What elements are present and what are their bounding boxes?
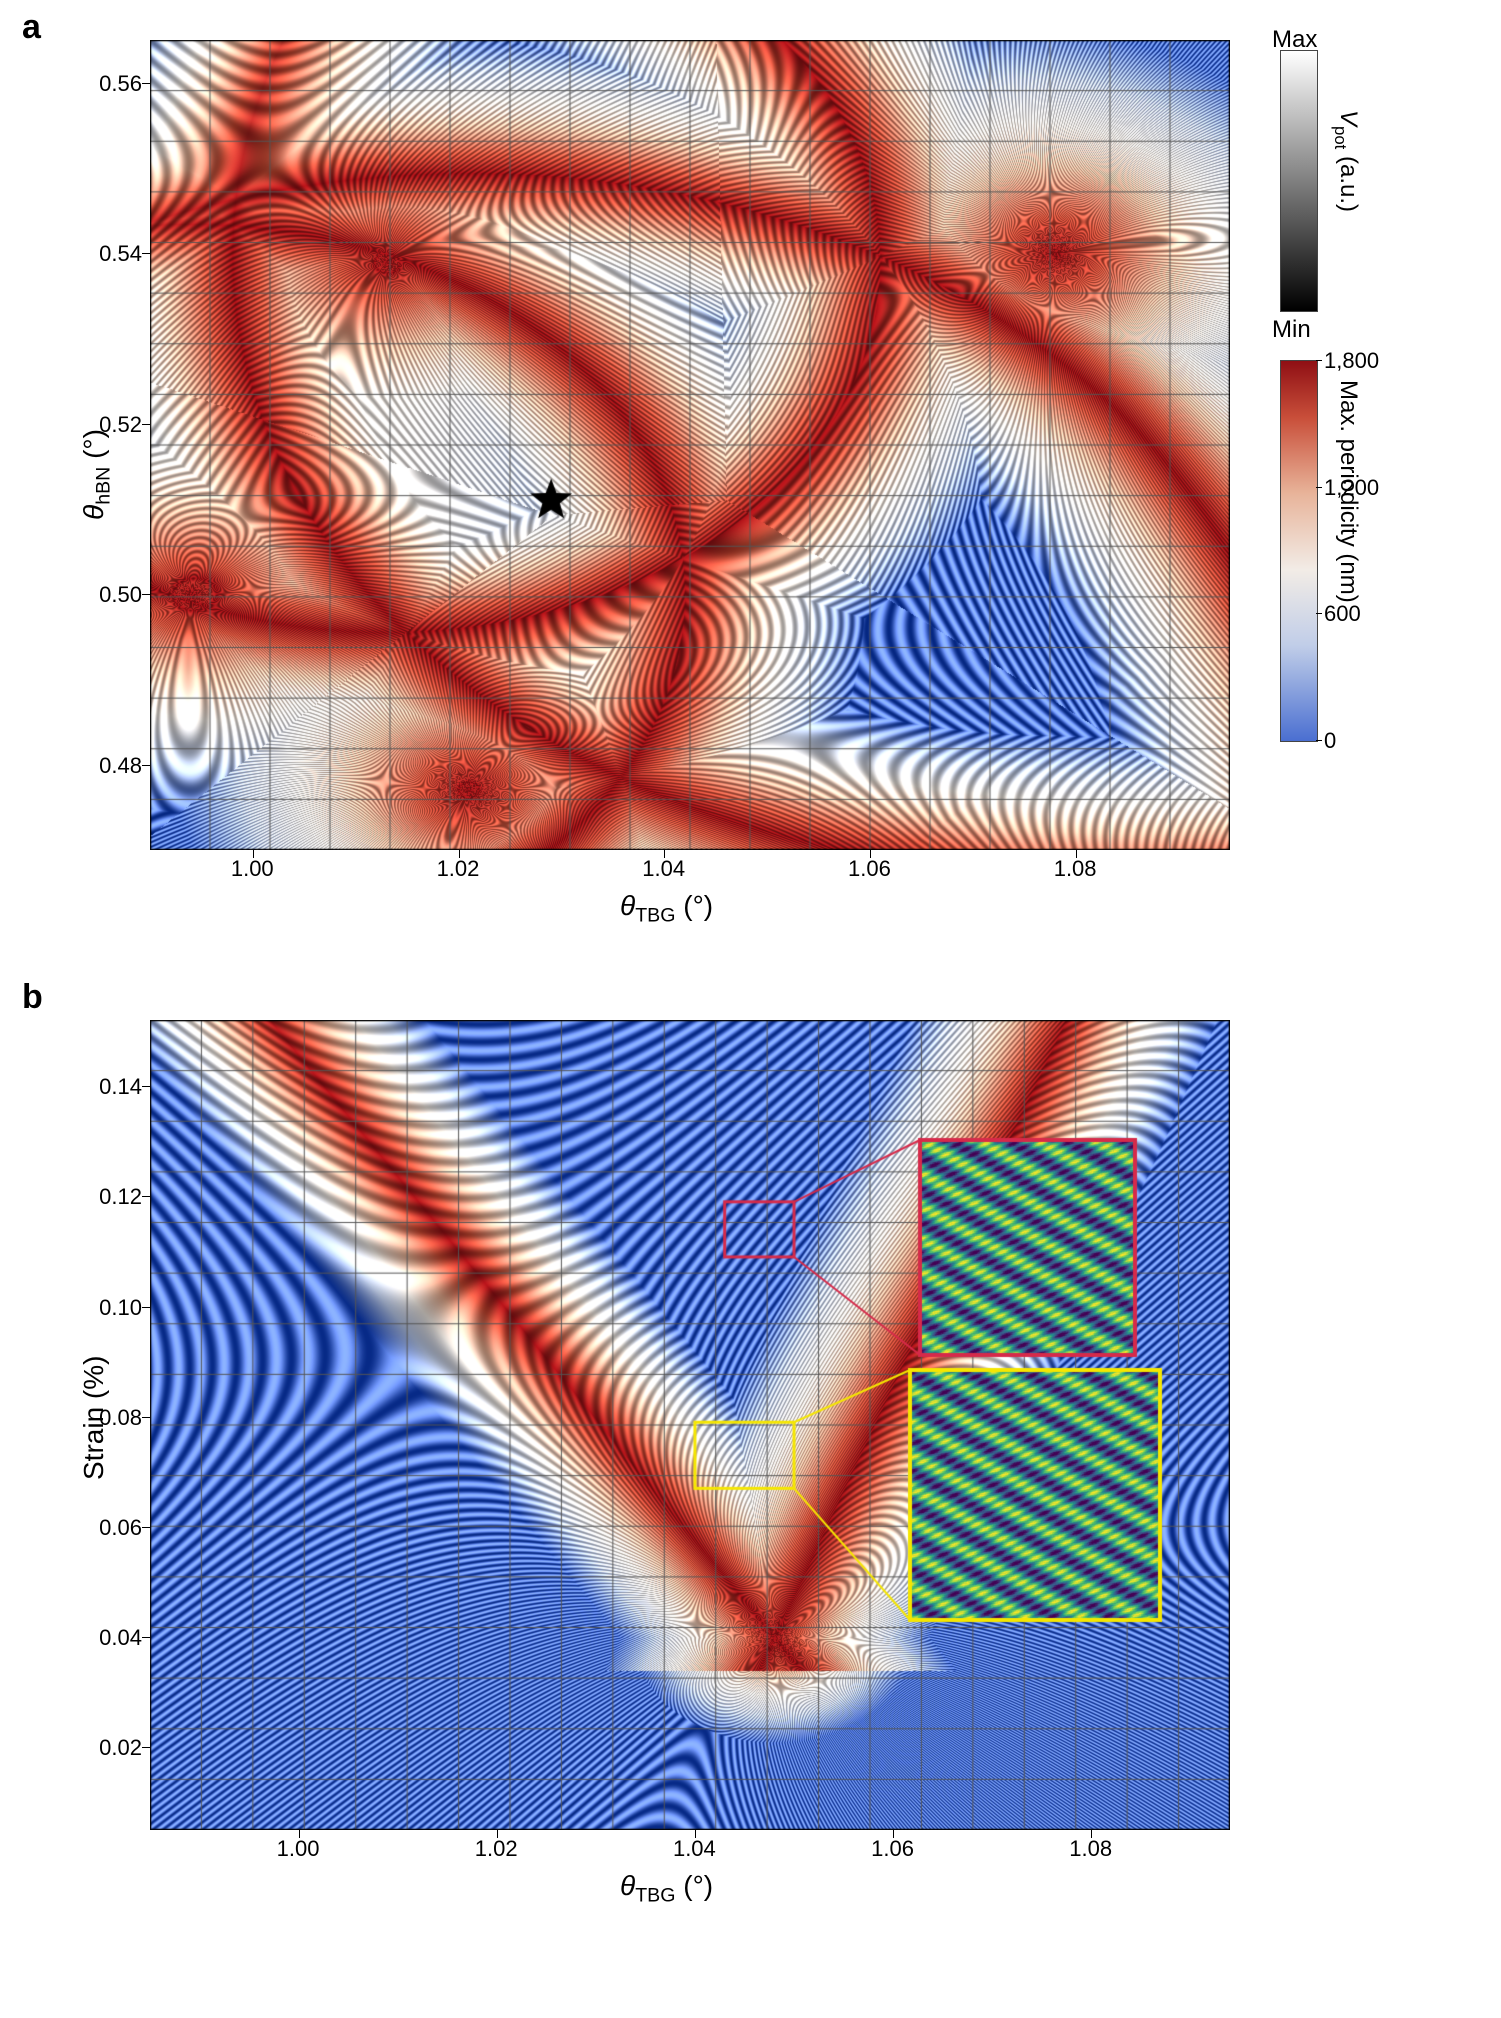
theta-hbn: θhBN (°)	[78, 429, 109, 520]
xtick-mark	[1091, 1830, 1092, 1838]
periodicity-tick-mark	[1316, 360, 1322, 361]
xtick: 1.00	[277, 1836, 320, 1862]
xtick: 1.02	[475, 1836, 518, 1862]
ytick: 0.14	[90, 1074, 142, 1100]
panel-label-b: b	[22, 978, 43, 1017]
ytick: 0.56	[90, 71, 142, 97]
xtick: 1.02	[437, 856, 480, 882]
ytick: 0.02	[90, 1735, 142, 1761]
ylabel-a: θhBN (°)	[78, 429, 116, 520]
xtick: 1.00	[231, 856, 274, 882]
vpot-colorbar	[1280, 50, 1318, 312]
ytick-mark	[142, 1637, 150, 1638]
ytick: 0.48	[90, 753, 142, 779]
xtick-mark	[253, 850, 254, 858]
xlabel-b: θTBG (°)	[620, 1870, 713, 1908]
xtick: 1.06	[871, 1836, 914, 1862]
periodicity-tick-mark	[1316, 613, 1322, 614]
xtick: 1.04	[642, 856, 685, 882]
xtick: 1.06	[848, 856, 891, 882]
plot-b	[150, 1020, 1230, 1830]
vpot-max-label: Max	[1272, 26, 1317, 54]
periodicity-tick-mark	[1316, 740, 1322, 741]
xtick: 1.04	[673, 1836, 716, 1862]
plot-a	[150, 40, 1230, 850]
ytick-mark	[142, 1086, 150, 1087]
periodicity-tick: 0	[1324, 728, 1336, 754]
ytick: 0.10	[90, 1295, 142, 1321]
ytick-mark	[142, 1307, 150, 1308]
periodicity-colorbar	[1280, 360, 1318, 742]
periodicity-tick-mark	[1316, 487, 1322, 488]
ytick: 0.50	[90, 582, 142, 608]
plot-a-canvas	[150, 40, 1230, 850]
vpot-min-label: Min	[1272, 316, 1311, 344]
ytick-mark	[142, 1747, 150, 1748]
ytick: 0.54	[90, 241, 142, 267]
ytick-mark	[142, 1417, 150, 1418]
ytick-mark	[142, 1196, 150, 1197]
periodicity-tick: 1,800	[1324, 348, 1379, 374]
ytick: 0.06	[90, 1515, 142, 1541]
ytick-mark	[142, 594, 150, 595]
xlabel-a: θTBG (°)	[620, 890, 713, 928]
ytick-mark	[142, 253, 150, 254]
xtick-mark	[870, 850, 871, 858]
plot-b-overlay	[150, 1020, 1230, 1830]
xtick-mark	[893, 1830, 894, 1838]
ytick-mark	[142, 424, 150, 425]
theta-tbg-b: θTBG (°)	[620, 1870, 713, 1901]
ytick-mark	[142, 765, 150, 766]
vpot-title: Vpot (a.u.)	[1330, 110, 1362, 212]
ytick-mark	[142, 1527, 150, 1528]
xtick-mark	[695, 1830, 696, 1838]
xtick: 1.08	[1054, 856, 1097, 882]
figure: a θhBN (°) θTBG (°) 1.00 1.02 1.04 1.06 1.08…	[0, 0, 1501, 2018]
vpot-title-text: Vpot (a.u.)	[1335, 110, 1362, 212]
ytick: 0.52	[90, 412, 142, 438]
ytick-mark	[142, 83, 150, 84]
periodicity-title: Max. periodicity (nm)	[1334, 380, 1362, 603]
ytick: 0.12	[90, 1184, 142, 1210]
xtick-mark	[497, 1830, 498, 1838]
panel-b-row: Strain (%) θTBG (°) 1.001.021.041.061.08…	[60, 1000, 1460, 1980]
xtick-mark	[664, 850, 665, 858]
panel-label-a: a	[22, 8, 41, 47]
theta-tbg: θTBG (°)	[620, 890, 713, 921]
xtick-mark	[1076, 850, 1077, 858]
xtick-mark	[299, 1830, 300, 1838]
xtick: 1.08	[1069, 1836, 1112, 1862]
ytick: 0.08	[90, 1405, 142, 1431]
ytick: 0.04	[90, 1625, 142, 1651]
periodicity-tick: 600	[1324, 601, 1361, 627]
panel-a-row: θhBN (°) θTBG (°) 1.00 1.02 1.04 1.06 1.08 0…	[60, 20, 1460, 960]
xtick-mark	[459, 850, 460, 858]
